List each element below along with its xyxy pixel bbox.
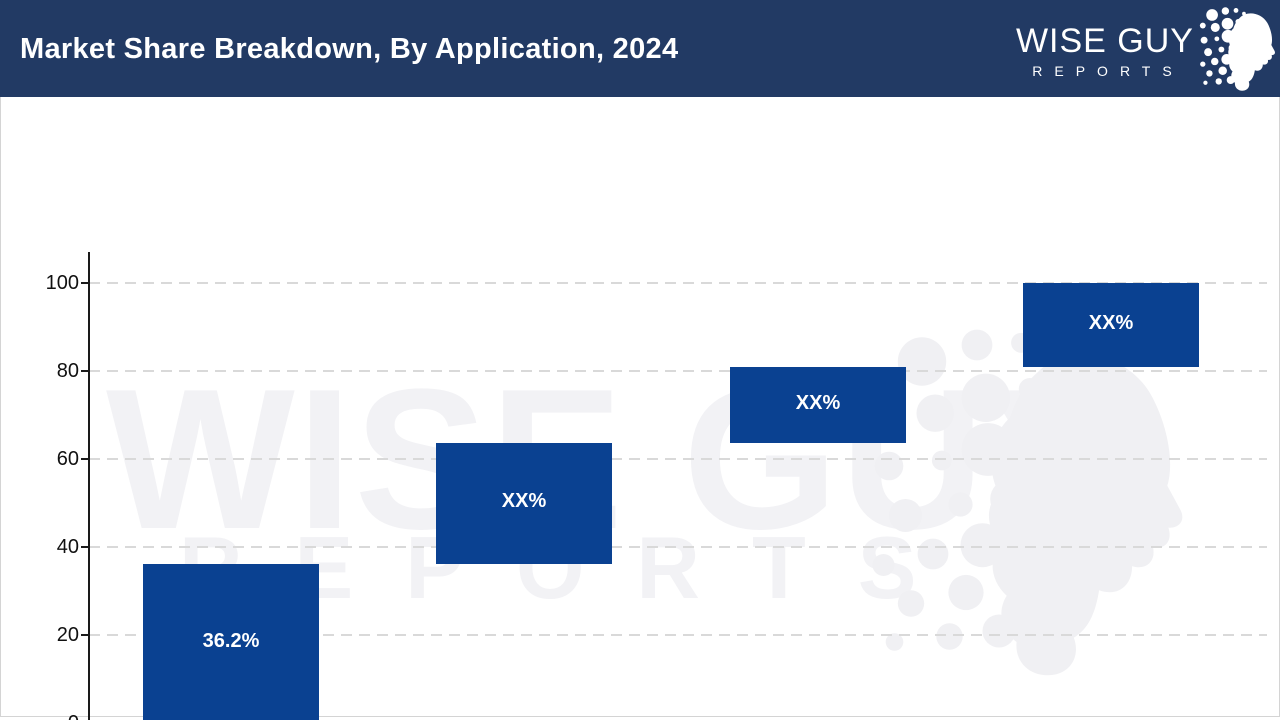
brand-name: WISE GUY <box>1015 22 1194 60</box>
y-tick-60 <box>81 458 89 460</box>
gridline-100 <box>89 282 1267 284</box>
gridline-60 <box>89 458 1267 460</box>
bar-value-label: XX% <box>501 490 547 513</box>
y-tick-label-40: 40 <box>56 536 79 558</box>
gridline-80 <box>89 370 1267 372</box>
page-title: Market Share Breakdown, By Application, … <box>20 33 679 65</box>
brand-logo: WISE GUY REPORTS <box>1016 0 1272 97</box>
y-tick-label-100: 100 <box>45 272 79 294</box>
brand-subtitle: REPORTS <box>1032 63 1184 79</box>
bar-value-label: 36.2% <box>202 630 260 653</box>
gridline-40 <box>89 546 1267 548</box>
y-tick-40 <box>81 546 89 548</box>
plot: 02040608010036.2%Exterior ComponentsXX%I… <box>1 97 1280 720</box>
bar-value-label: XX% <box>795 392 841 415</box>
y-tick-label-60: 60 <box>56 448 79 470</box>
y-tick-label-20: 20 <box>56 624 79 646</box>
bar-segment: 36.2% <box>143 563 319 720</box>
y-tick-100 <box>81 282 89 284</box>
y-tick-20 <box>81 634 89 636</box>
brand-head-icon <box>1196 3 1276 96</box>
chart-area: WISE GUY REPORTS 02040608010036.2%Exteri… <box>0 97 1280 720</box>
y-tick-label-80: 80 <box>56 360 79 382</box>
y-tick-label-0: 0 <box>19 711 79 720</box>
y-axis <box>88 252 90 720</box>
bar-segment: XX% <box>436 443 612 564</box>
header: Market Share Breakdown, By Application, … <box>0 0 1280 97</box>
bar-segment: XX% <box>730 367 906 444</box>
bar-segment: XX% <box>1023 283 1199 368</box>
y-tick-80 <box>81 370 89 372</box>
brand-logo-text: WISE GUY REPORTS <box>1016 22 1194 79</box>
gridline-20 <box>89 634 1267 636</box>
bar-value-label: XX% <box>1088 312 1134 335</box>
